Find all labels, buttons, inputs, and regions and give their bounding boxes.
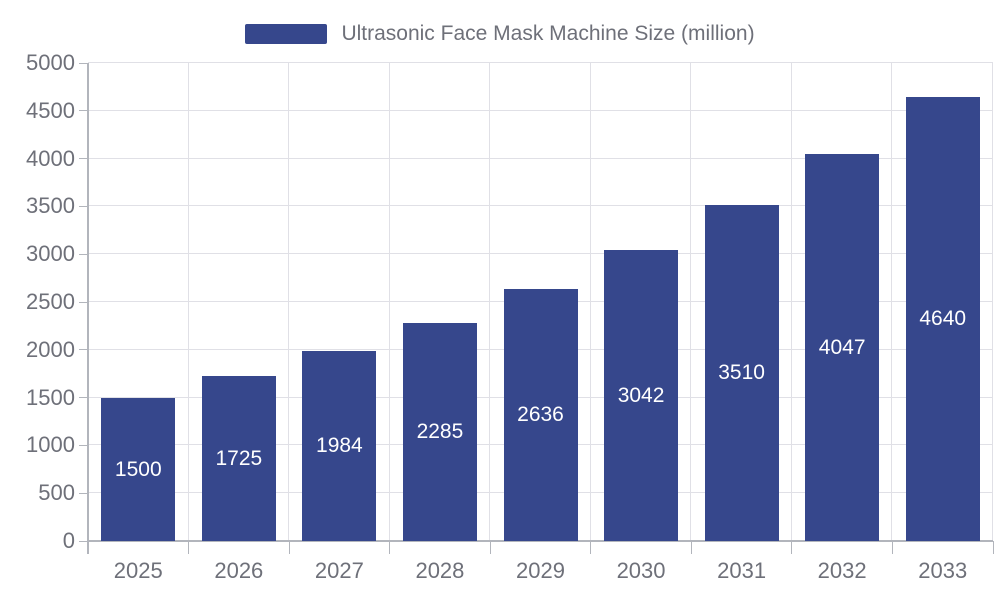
x-axis-tick-label: 2032: [817, 558, 867, 583]
x-axis-tick-label: 2029: [516, 558, 565, 583]
x-axis-tick: [690, 541, 692, 554]
y-gridline: [88, 109, 993, 111]
x-axis-tick: [590, 541, 592, 554]
bar-value-label: 1500: [114, 457, 162, 481]
x-gridline: [388, 63, 390, 541]
bar-value-label: 4640: [919, 307, 967, 330]
y-axis-tick-label: 5000: [26, 50, 75, 75]
bar-value-label: 1984: [316, 434, 363, 457]
x-gridline: [489, 63, 491, 541]
y-axis-tick: [79, 158, 88, 160]
bar-2031: 3510: [704, 205, 779, 541]
x-gridline: [288, 63, 290, 541]
legend-item[interactable]: Ultrasonic Face Mask Machine Size (milli…: [0, 20, 1000, 48]
y-gridline: [88, 205, 993, 207]
x-gridline: [690, 63, 692, 541]
x-axis-tick: [992, 541, 994, 554]
bar-value-label: 1725: [215, 446, 263, 470]
x-axis-tick-label: 2033: [918, 558, 968, 583]
y-axis-line: [87, 63, 89, 554]
y-axis-tick-label: 2000: [26, 336, 75, 362]
x-gridline: [992, 63, 993, 541]
bar-2028: 2285: [402, 323, 477, 541]
bar-value-label: 4047: [818, 335, 866, 359]
bar-value-label: 3042: [617, 383, 665, 407]
bar-value-label: 2636: [517, 403, 564, 426]
y-axis-tick: [79, 301, 88, 303]
bar-2029: 2636: [503, 289, 578, 541]
y-axis-tick-label: 2500: [26, 289, 75, 314]
y-axis-tick: [79, 444, 88, 446]
x-axis-tick-label: 2028: [415, 558, 465, 583]
x-gridline: [589, 63, 591, 541]
y-axis-tick: [79, 397, 88, 399]
bar-value-label: 3510: [718, 361, 765, 384]
bar-2027: 1984: [302, 351, 377, 541]
bar-2026: 1725: [201, 376, 276, 541]
bar-2030: 3042: [604, 250, 679, 541]
y-axis-tick-label: 1500: [26, 384, 75, 410]
x-axis-tick: [791, 541, 793, 554]
x-axis-tick: [288, 541, 290, 554]
bar-2025: 1500: [101, 398, 176, 541]
bar-2032: 4047: [805, 154, 880, 541]
y-axis-tick-label: 1000: [26, 432, 75, 458]
y-gridline: [88, 62, 993, 63]
legend-swatch-icon: [245, 24, 328, 44]
x-gridline: [187, 63, 189, 541]
x-axis-tick-label: 2026: [214, 558, 264, 583]
y-axis-tick-label: 0: [62, 528, 75, 553]
x-axis-tick-label: 2027: [314, 558, 364, 583]
y-axis-tick: [79, 253, 88, 255]
legend-label: Ultrasonic Face Mask Machine Size (milli…: [341, 22, 755, 45]
y-axis-tick: [79, 349, 88, 351]
y-axis-tick: [79, 62, 88, 64]
x-axis-tick: [489, 541, 491, 554]
bar-value-label: 2285: [416, 420, 464, 443]
bar-2033: 4640: [905, 97, 980, 541]
y-axis-tick-label: 4500: [26, 97, 75, 123]
x-axis-tick: [389, 541, 391, 554]
y-axis-tick: [79, 110, 88, 112]
y-axis-tick: [79, 205, 88, 207]
y-axis-tick-label: 3000: [26, 241, 75, 267]
x-axis-tick-label: 2030: [616, 558, 666, 583]
y-gridline: [88, 157, 993, 159]
x-axis-tick-label: 2025: [113, 558, 163, 583]
x-gridline: [891, 63, 893, 541]
y-axis-tick: [79, 540, 88, 542]
x-gridline: [790, 63, 792, 541]
y-axis-tick-label: 3500: [26, 193, 75, 219]
y-axis-tick: [79, 492, 88, 494]
x-axis-tick-label: 2031: [717, 558, 767, 583]
y-axis-tick-label: 4000: [26, 145, 75, 171]
y-gridline: [88, 253, 993, 255]
x-axis-tick: [891, 541, 893, 554]
x-axis-tick: [188, 541, 190, 554]
y-axis-tick-label: 500: [38, 480, 75, 506]
